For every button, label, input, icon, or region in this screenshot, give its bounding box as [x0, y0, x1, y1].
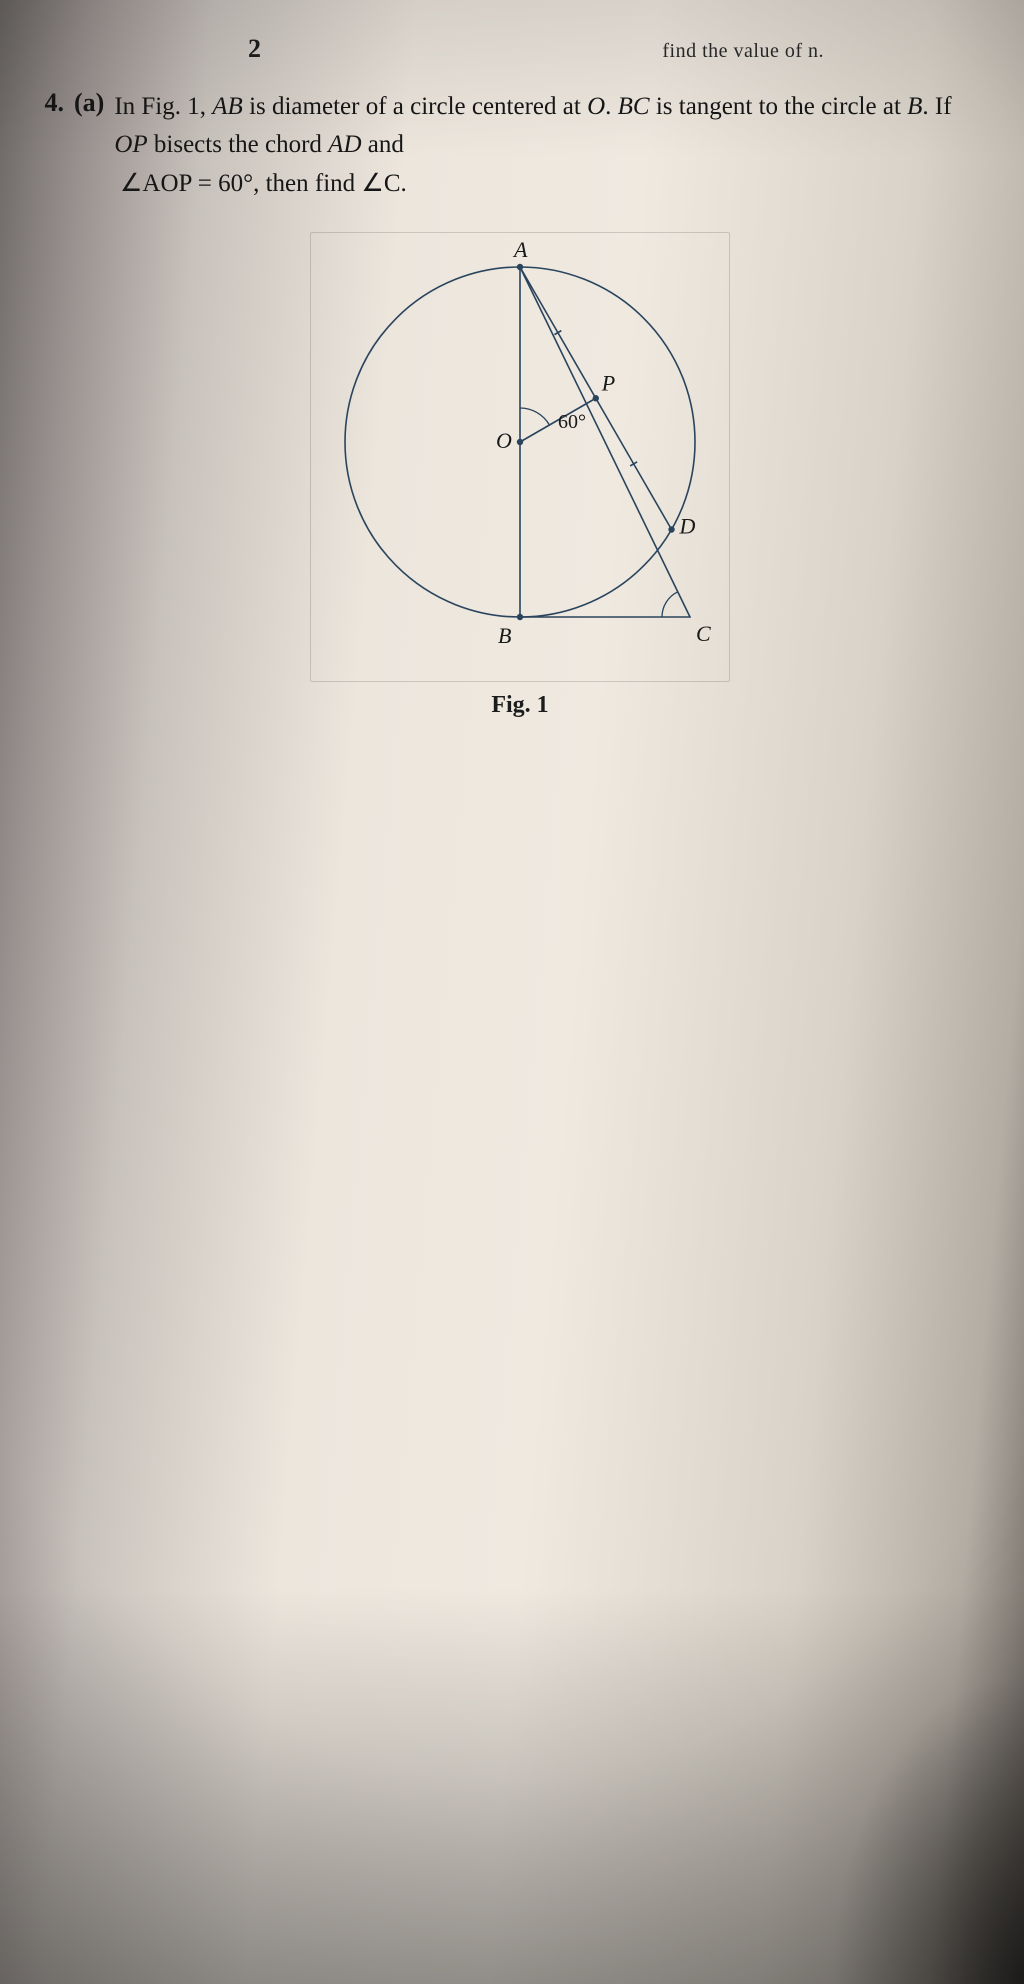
- q-text-angAOP: ∠AOP: [120, 170, 192, 197]
- q-text-frag: In Fig. 1,: [114, 93, 212, 120]
- figure-1: 60°ABOPDC: [310, 232, 730, 682]
- q-text-frag: bisects the chord: [148, 131, 329, 158]
- q-text-B: B: [907, 93, 922, 120]
- question-part: (a): [74, 88, 104, 118]
- question-block: 4. (a) In Fig. 1, AB is diameter of a ci…: [28, 88, 988, 203]
- q-text-frag: .: [605, 93, 618, 120]
- header-fragment-right: find the value of n.: [662, 40, 824, 63]
- figure-frame: [310, 232, 730, 682]
- q-text-O: O: [587, 93, 605, 120]
- q-text-frag: is diameter of a circle centered at: [243, 93, 587, 120]
- q-text-frag: .: [401, 170, 407, 197]
- figure-caption: Fig. 1: [310, 692, 730, 719]
- q-text-frag: = 60°, then find: [192, 170, 362, 197]
- q-text-bc: BC: [618, 93, 650, 120]
- q-text-frag: and: [362, 131, 404, 158]
- q-text-angC: ∠C: [361, 170, 400, 197]
- q-text-frag: . If: [922, 93, 951, 120]
- q-text-op: OP: [114, 131, 147, 158]
- question-number: 4.: [28, 88, 64, 118]
- q-text-frag: is tangent to the circle at: [650, 93, 908, 120]
- q-text-ab: AB: [212, 93, 243, 120]
- header-fragments: 2 find the value of n.: [120, 34, 964, 74]
- q-text-ad: AD: [328, 131, 361, 158]
- question-line2: ∠AOP = 60°, then find ∠C.: [120, 165, 988, 203]
- question-line1: In Fig. 1, AB is diameter of a circle ce…: [114, 88, 988, 163]
- header-fragment-2: 2: [248, 34, 261, 64]
